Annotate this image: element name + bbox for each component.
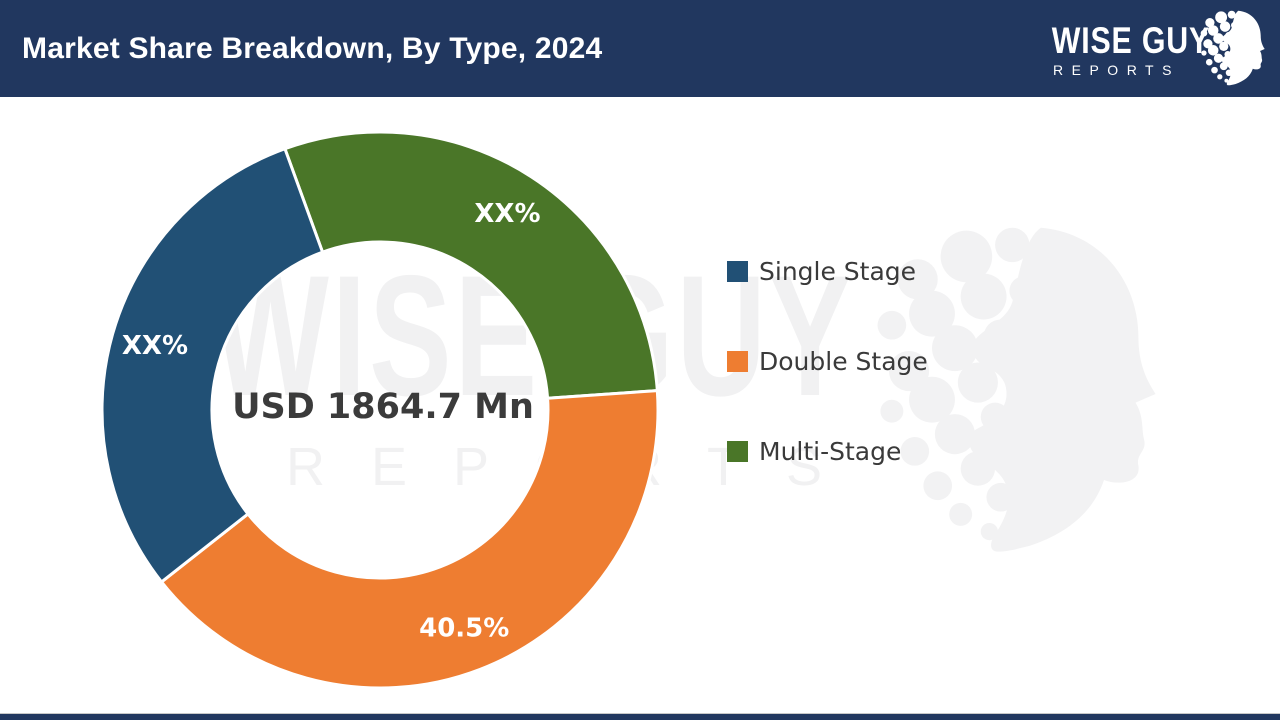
segment-label: 40.5% [419,613,509,643]
logo-wordmark: WISE GUY [1051,19,1210,61]
footer-bar [0,713,1280,720]
segment-label: XX% [122,331,188,361]
legend-item-label: Double Stage [759,347,928,376]
donut-segment-single-stage [100,147,325,584]
legend-swatch-icon [727,441,748,462]
legend-item: Double Stage [727,347,928,376]
legend-swatch-icon [727,351,748,372]
legend-item-label: Multi-Stage [759,437,902,466]
donut-chart: XX% 40.5% XX% [100,130,660,690]
wiseguy-logo: WISE GUY REPORTS [1017,5,1266,93]
legend-swatch-icon [727,261,748,282]
donut-segment-multi-stage [283,130,659,400]
legend-item: Single Stage [727,257,928,286]
donut-segment-double-stage [160,389,660,690]
header-bar: Market Share Breakdown, By Type, 2024 WI… [0,0,1280,97]
segment-label: XX% [474,199,540,229]
legend-item: Multi-Stage [727,437,928,466]
legend: Single Stage Double Stage Multi-Stage [727,257,928,530]
legend-item-label: Single Stage [759,257,917,286]
logo-reports-text: REPORTS [1053,61,1180,78]
chart-center-value: USD 1864.7 Mn [232,387,534,427]
wiseguy-logo-text: WISE GUY REPORTS [1017,22,1210,77]
page-title: Market Share Breakdown, By Type, 2024 [22,31,603,65]
